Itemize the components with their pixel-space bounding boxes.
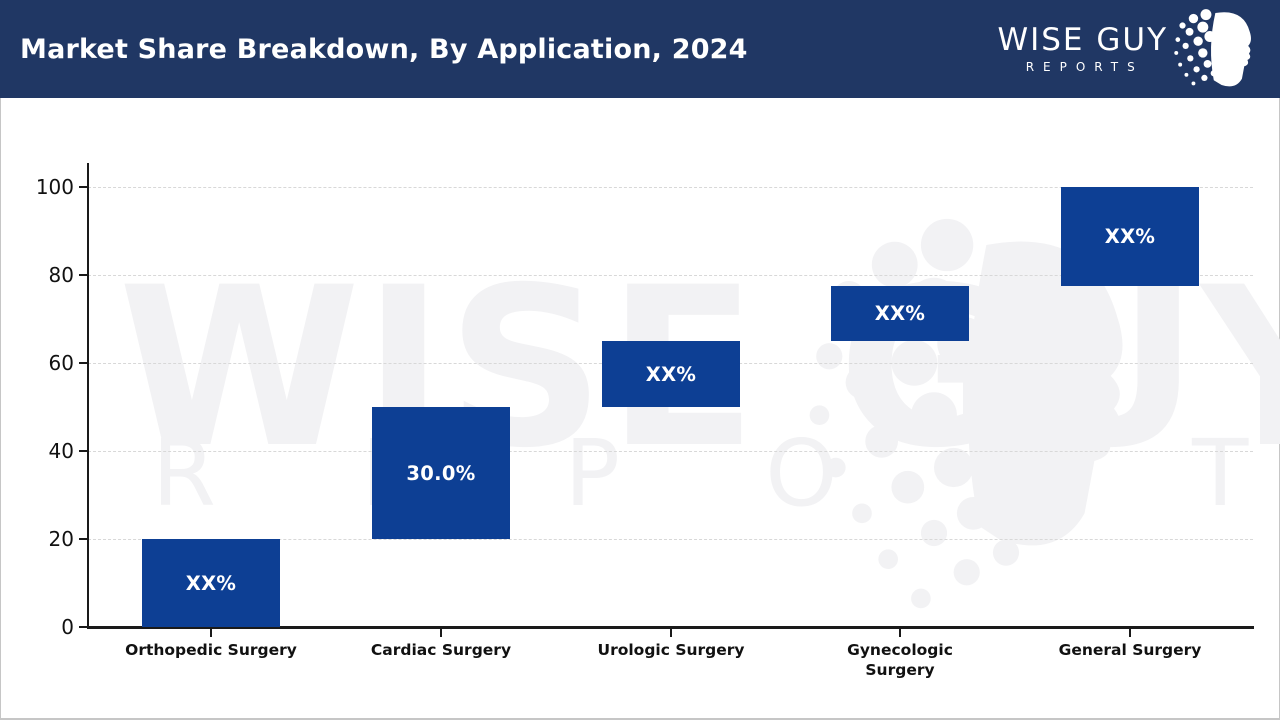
y-tick-40: [79, 450, 88, 452]
logo-text: WISE GUY REPORTS: [997, 22, 1168, 74]
x-tick: [440, 629, 442, 637]
bar-segment: XX%: [1061, 187, 1199, 286]
gridline-100: [88, 187, 1253, 188]
y-tick-label-20: 20: [48, 527, 74, 551]
bar-value-label: XX%: [185, 571, 237, 595]
gridline-80: [88, 275, 1253, 276]
x-tick: [670, 629, 672, 637]
bar-value-label: XX%: [1104, 225, 1156, 248]
logo-head-dots-icon: [1174, 9, 1251, 87]
bar-value-label: XX%: [645, 362, 697, 386]
bar-segment: XX%: [142, 539, 280, 627]
chart-title: Market Share Breakdown, By Application, …: [20, 33, 748, 65]
y-tick-60: [79, 362, 88, 364]
y-tick-80: [79, 274, 88, 276]
x-category-label: Gynecologic Surgery: [847, 641, 953, 680]
bar-segment: 30.0%: [372, 407, 510, 539]
x-axis-line: [87, 626, 1254, 629]
bar-value-label: XX%: [874, 302, 926, 325]
logo-wordmark: WISE GUY: [997, 22, 1168, 58]
y-tick-0: [79, 626, 88, 628]
y-tick-label-80: 80: [48, 263, 74, 287]
x-tick: [210, 629, 212, 637]
y-tick-label-0: 0: [61, 615, 74, 639]
header-bar: Market Share Breakdown, By Application, …: [0, 0, 1280, 98]
bar-segment: XX%: [831, 286, 969, 341]
bar-value-label: 30.0%: [406, 461, 476, 485]
x-category-label: Orthopedic Surgery: [125, 641, 297, 659]
x-tick: [1129, 629, 1131, 637]
y-tick-100: [79, 186, 88, 188]
y-axis-line: [87, 163, 89, 629]
y-tick-label-60: 60: [48, 351, 74, 375]
wise-guy-logo: WISE GUY REPORTS: [997, 8, 1256, 90]
gridline-20: [88, 539, 1253, 540]
y-tick-label-100: 100: [35, 175, 74, 199]
y-tick-20: [79, 538, 88, 540]
logo-subtext: REPORTS: [1025, 60, 1144, 74]
gridline-40: [88, 451, 1253, 452]
x-category-label: Cardiac Surgery: [370, 641, 512, 659]
y-tick-label-40: 40: [48, 439, 74, 463]
bar-segment: XX%: [602, 341, 740, 407]
x-category-label: General Surgery: [1058, 641, 1202, 659]
x-category-label: Urologic Surgery: [597, 641, 745, 659]
x-tick: [899, 629, 901, 637]
